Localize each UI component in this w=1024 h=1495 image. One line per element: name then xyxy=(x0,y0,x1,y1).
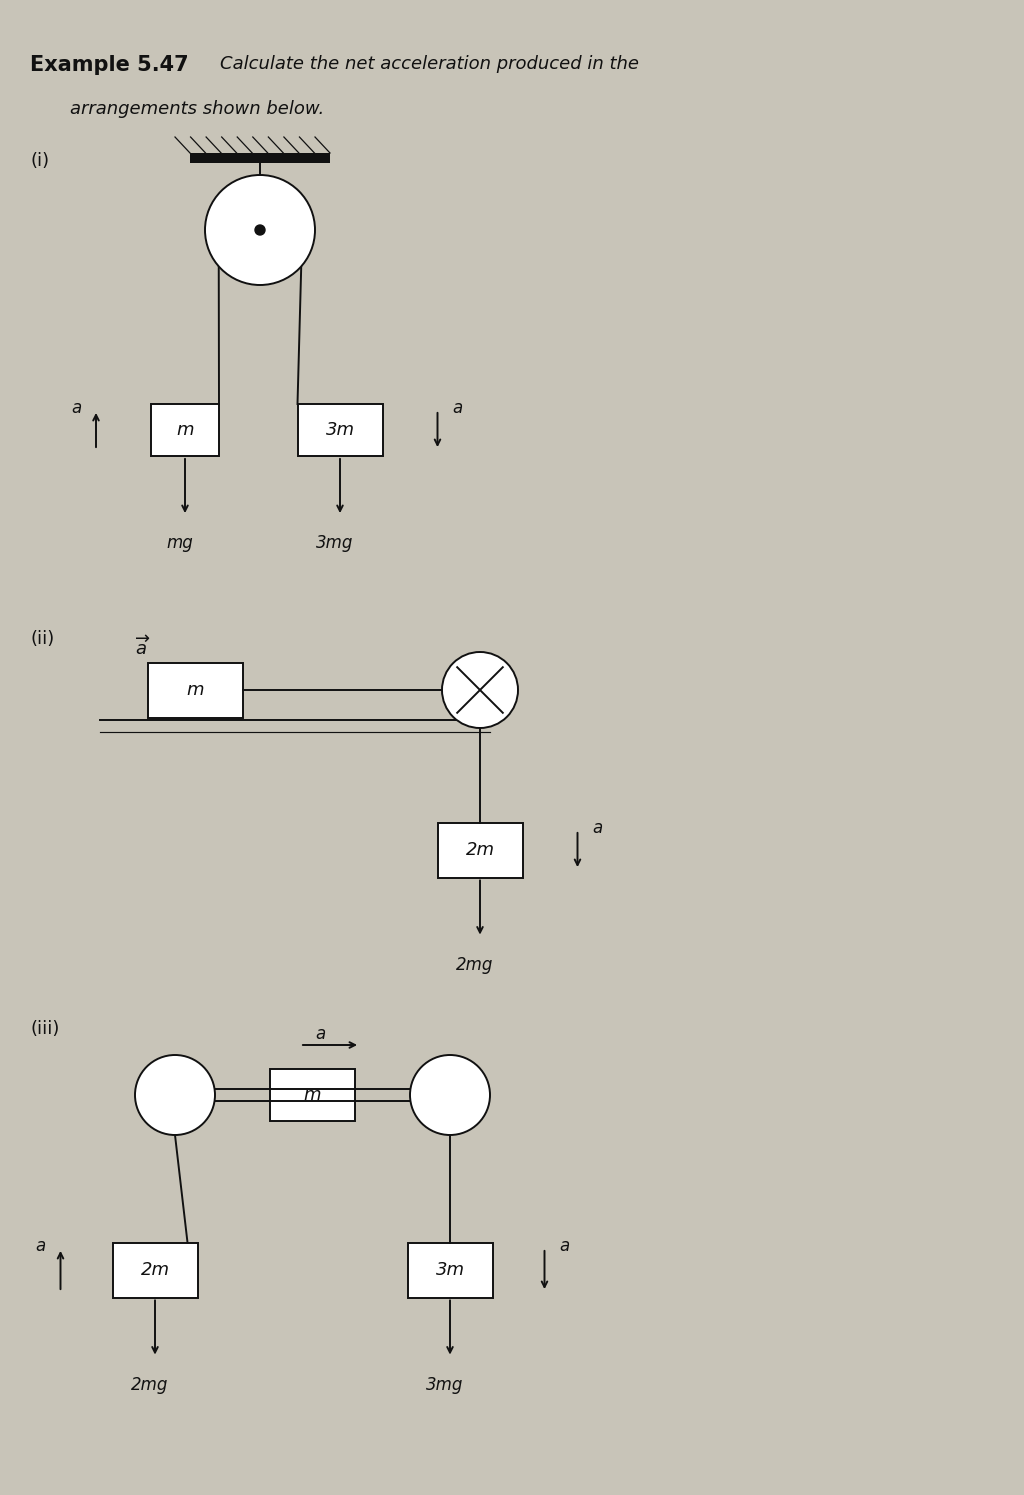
Text: (i): (i) xyxy=(30,152,49,170)
Text: mg: mg xyxy=(167,534,194,552)
Text: (ii): (ii) xyxy=(30,629,54,647)
Text: a: a xyxy=(71,399,81,417)
Bar xyxy=(269,1069,354,1121)
Text: 2mg: 2mg xyxy=(131,1375,169,1393)
Text: Calculate the net acceleration produced in the: Calculate the net acceleration produced … xyxy=(220,55,639,73)
Text: 3mg: 3mg xyxy=(426,1375,464,1393)
Text: a: a xyxy=(453,399,463,417)
Bar xyxy=(151,404,219,456)
Circle shape xyxy=(255,226,265,235)
Text: a: a xyxy=(314,1026,326,1044)
Text: $\overrightarrow{a}$: $\overrightarrow{a}$ xyxy=(135,635,151,659)
Text: a: a xyxy=(36,1236,46,1254)
Text: 3m: 3m xyxy=(326,422,354,440)
Text: 3mg: 3mg xyxy=(316,534,353,552)
Circle shape xyxy=(410,1055,490,1135)
Text: 3m: 3m xyxy=(435,1260,465,1280)
Bar xyxy=(113,1242,198,1298)
Circle shape xyxy=(135,1055,215,1135)
Bar xyxy=(147,662,243,718)
Text: (iii): (iii) xyxy=(30,1020,59,1038)
Bar xyxy=(298,404,383,456)
Text: m: m xyxy=(303,1085,321,1103)
Text: 2m: 2m xyxy=(140,1260,170,1280)
Circle shape xyxy=(442,652,518,728)
Bar xyxy=(408,1242,493,1298)
Text: m: m xyxy=(186,682,204,700)
Circle shape xyxy=(205,175,315,286)
Text: Example 5.47: Example 5.47 xyxy=(30,55,188,75)
Text: arrangements shown below.: arrangements shown below. xyxy=(70,100,325,118)
Text: a: a xyxy=(592,819,603,837)
Text: 2mg: 2mg xyxy=(457,955,494,973)
Text: a: a xyxy=(559,1236,569,1254)
Bar xyxy=(190,152,330,163)
Text: 2m: 2m xyxy=(466,842,495,860)
Bar xyxy=(437,822,522,878)
Text: m: m xyxy=(176,422,194,440)
